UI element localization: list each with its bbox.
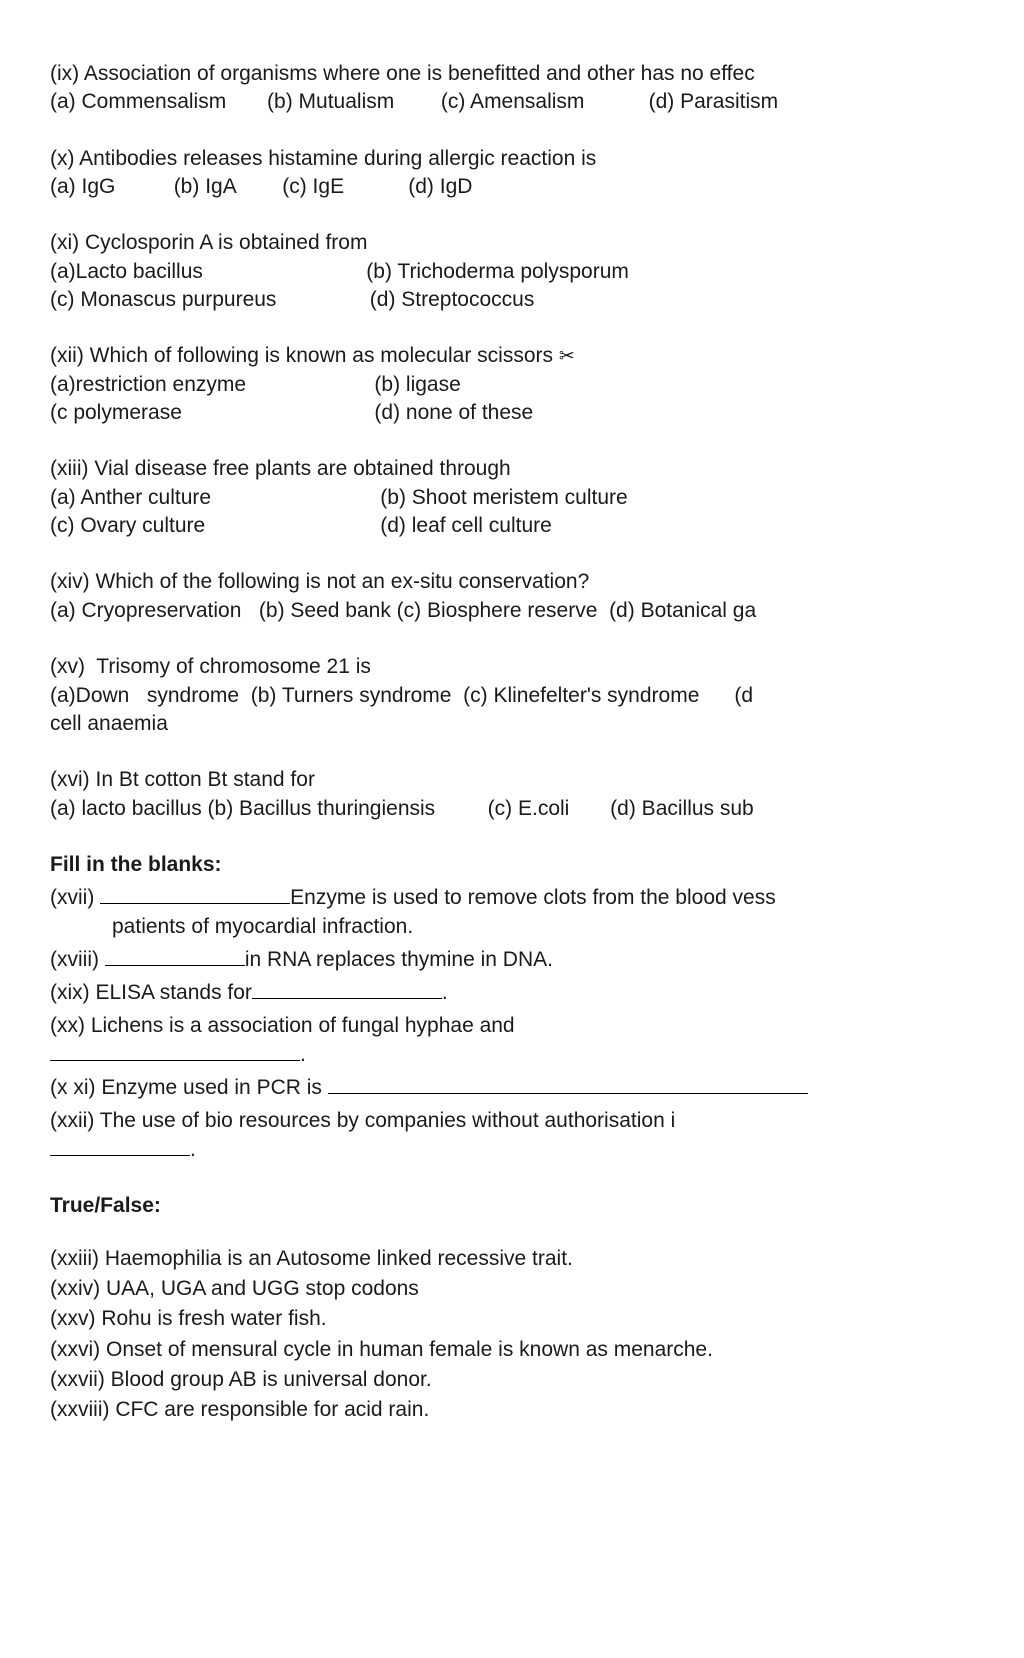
question-option-row: (a)Lacto bacillus (b) Trichoderma polysp… <box>50 258 1024 286</box>
question-xvi: (xvi) In Bt cotton Bt stand for (a) lact… <box>50 766 1024 823</box>
stem-text: (xii) Which of following is known as mol… <box>50 344 559 367</box>
question-option-row: (c) Monascus purpureus (d) Streptococcus <box>50 286 1024 314</box>
fill-blanks-header: Fill in the blanks: <box>50 851 1024 879</box>
fill-xix: (xix) ELISA stands for. <box>50 978 1024 1007</box>
question-stem: (xii) Which of following is known as mol… <box>50 342 1024 370</box>
fill-suffix: . <box>190 1138 196 1161</box>
fill-xx: (xx) Lichens is a association of fungal … <box>50 1012 1024 1070</box>
fill-prefix: (xvii) <box>50 886 100 909</box>
fill-prefix: (xix) ELISA stands for <box>50 981 252 1004</box>
question-options: (a) IgG (b) IgA (c) IgE (d) IgD <box>50 173 1024 201</box>
fill-xvii: (xvii) Enzyme is used to remove clots fr… <box>50 883 1024 941</box>
question-stem: (xvi) In Bt cotton Bt stand for <box>50 766 1024 794</box>
fill-line: . <box>50 1135 1024 1164</box>
question-xi: (xi) Cyclosporin A is obtained from (a)L… <box>50 229 1024 314</box>
question-options: (a) Cryopreservation (b) Seed bank (c) B… <box>50 597 1024 625</box>
blank-field[interactable] <box>105 945 245 966</box>
question-options: (a) Commensalism (b) Mutualism (c) Amens… <box>50 88 1024 116</box>
fill-prefix: (xviii) <box>50 948 105 971</box>
question-xii: (xii) Which of following is known as mol… <box>50 342 1024 427</box>
true-false-header: True/False: <box>50 1192 1024 1220</box>
tf-xxv: (xxv) Rohu is fresh water fish. <box>50 1305 1024 1333</box>
fill-suffix: . <box>442 981 448 1004</box>
fill-suffix: Enzyme is used to remove clots from the … <box>290 886 776 909</box>
question-option-row: (a) Anther culture (b) Shoot meristem cu… <box>50 484 1024 512</box>
fill-xviii: (xviii) in RNA replaces thymine in DNA. <box>50 945 1024 974</box>
fill-suffix: . <box>300 1043 306 1066</box>
tf-xxvi: (xxvi) Onset of mensural cycle in human … <box>50 1336 1024 1364</box>
tf-xxviii: (xxviii) CFC are responsible for acid ra… <box>50 1396 1024 1424</box>
question-stem: (ix) Association of organisms where one … <box>50 60 1024 88</box>
fill-line: (xvii) Enzyme is used to remove clots fr… <box>50 883 1024 912</box>
fill-line: (xxii) The use of bio resources by compa… <box>50 1107 1024 1135</box>
tf-xxiii: (xxiii) Haemophilia is an Autosome linke… <box>50 1245 1024 1273</box>
blank-field[interactable] <box>252 978 442 999</box>
question-option-row: (c polymerase (d) none of these <box>50 399 1024 427</box>
scissors-icon: ✂ <box>559 346 575 367</box>
question-option-row: (a)restriction enzyme (b) ligase <box>50 371 1024 399</box>
question-stem: (xiii) Vial disease free plants are obta… <box>50 455 1024 483</box>
question-xv: (xv) Trisomy of chromosome 21 is (a)Down… <box>50 653 1024 738</box>
question-stem: (xv) Trisomy of chromosome 21 is <box>50 653 1024 681</box>
fill-line: (xx) Lichens is a association of fungal … <box>50 1012 1024 1040</box>
fill-xxii: (xxii) The use of bio resources by compa… <box>50 1107 1024 1165</box>
question-stem: (xi) Cyclosporin A is obtained from <box>50 229 1024 257</box>
tf-xxvii: (xxvii) Blood group AB is universal dono… <box>50 1366 1024 1394</box>
question-xiii: (xiii) Vial disease free plants are obta… <box>50 455 1024 540</box>
blank-field[interactable] <box>328 1073 808 1094</box>
fill-prefix: (x xi) Enzyme used in PCR is <box>50 1076 328 1099</box>
fill-suffix: in RNA replaces thymine in DNA. <box>245 948 553 971</box>
question-tail: cell anaemia <box>50 710 1024 738</box>
blank-field[interactable] <box>50 1040 300 1061</box>
question-options: (a) lacto bacillus (b) Bacillus thuringi… <box>50 795 1024 823</box>
blank-field[interactable] <box>100 883 290 904</box>
question-ix: (ix) Association of organisms where one … <box>50 60 1024 117</box>
question-options: (a)Down syndrome (b) Turners syndrome (c… <box>50 682 1024 710</box>
fill-line: . <box>50 1040 1024 1069</box>
question-xiv: (xiv) Which of the following is not an e… <box>50 568 1024 625</box>
question-stem: (xiv) Which of the following is not an e… <box>50 568 1024 596</box>
question-stem: (x) Antibodies releases histamine during… <box>50 145 1024 173</box>
blank-field[interactable] <box>50 1135 190 1156</box>
fill-continuation: patients of myocardial infraction. <box>50 913 1024 941</box>
tf-xxiv: (xxiv) UAA, UGA and UGG stop codons <box>50 1275 1024 1303</box>
question-option-row: (c) Ovary culture (d) leaf cell culture <box>50 512 1024 540</box>
question-x: (x) Antibodies releases histamine during… <box>50 145 1024 202</box>
fill-xxi: (x xi) Enzyme used in PCR is <box>50 1073 1024 1102</box>
